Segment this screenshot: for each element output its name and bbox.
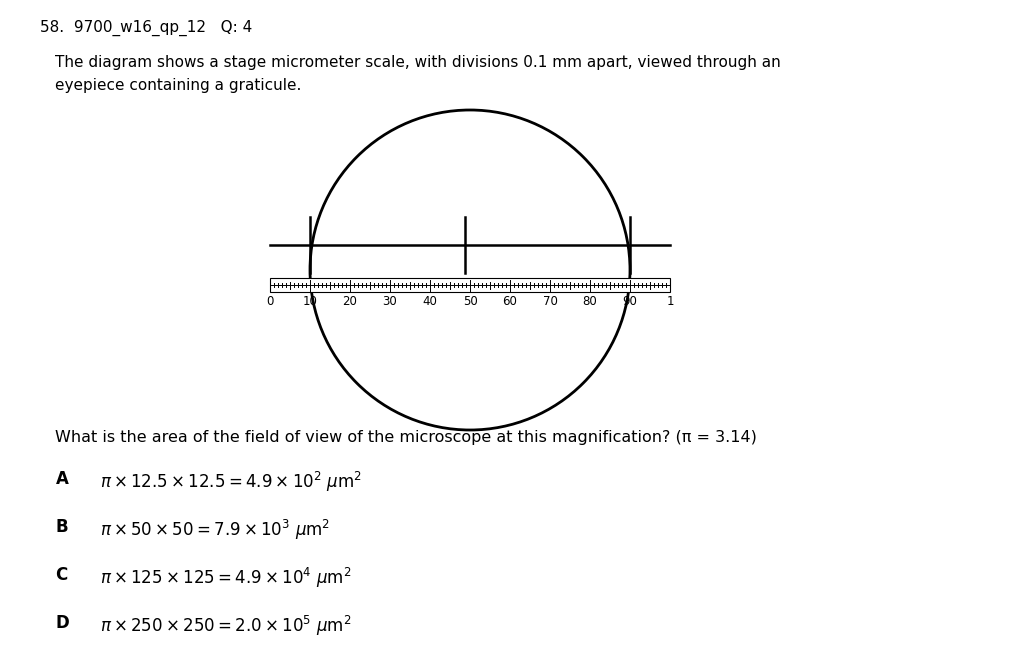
Text: 1: 1 xyxy=(667,295,674,308)
Text: 10: 10 xyxy=(302,295,317,308)
Text: $\pi \times 125 \times 125 = 4.9 \times 10^{4}\ \mu\mathrm{m}^{2}$: $\pi \times 125 \times 125 = 4.9 \times … xyxy=(100,566,351,590)
Text: $\pi \times 250 \times 250 = 2.0 \times 10^{5}\ \mu\mathrm{m}^{2}$: $\pi \times 250 \times 250 = 2.0 \times … xyxy=(100,614,351,638)
Text: 80: 80 xyxy=(583,295,597,308)
Text: eyepiece containing a graticule.: eyepiece containing a graticule. xyxy=(55,78,301,93)
Text: 70: 70 xyxy=(543,295,557,308)
Text: 90: 90 xyxy=(623,295,637,308)
Text: 40: 40 xyxy=(423,295,437,308)
Text: $\mathbf{C}$: $\mathbf{C}$ xyxy=(55,566,69,584)
Text: $\mathbf{B}$: $\mathbf{B}$ xyxy=(55,518,69,536)
Text: What is the area of the field of view of the microscope at this magnification? (: What is the area of the field of view of… xyxy=(55,430,757,445)
Text: 20: 20 xyxy=(343,295,357,308)
Text: $\mathbf{D}$: $\mathbf{D}$ xyxy=(55,614,70,632)
Text: The diagram shows a stage micrometer scale, with divisions 0.1 mm apart, viewed : The diagram shows a stage micrometer sca… xyxy=(55,55,780,70)
Text: 0: 0 xyxy=(266,295,273,308)
Text: 60: 60 xyxy=(503,295,517,308)
Bar xyxy=(270,278,670,292)
Text: $\pi \times 12.5 \times 12.5 = 4.9 \times 10^{2}\ \mu\mathrm{m}^{2}$: $\pi \times 12.5 \times 12.5 = 4.9 \time… xyxy=(100,470,361,494)
Text: 30: 30 xyxy=(383,295,397,308)
Text: 58.  9700_w16_qp_12   Q: 4: 58. 9700_w16_qp_12 Q: 4 xyxy=(40,20,252,36)
Text: $\mathbf{A}$: $\mathbf{A}$ xyxy=(55,470,70,488)
Text: 50: 50 xyxy=(463,295,477,308)
Text: $\pi \times 50 \times 50 = 7.9 \times 10^{3}\ \mu\mathrm{m}^{2}$: $\pi \times 50 \times 50 = 7.9 \times 10… xyxy=(100,518,330,542)
